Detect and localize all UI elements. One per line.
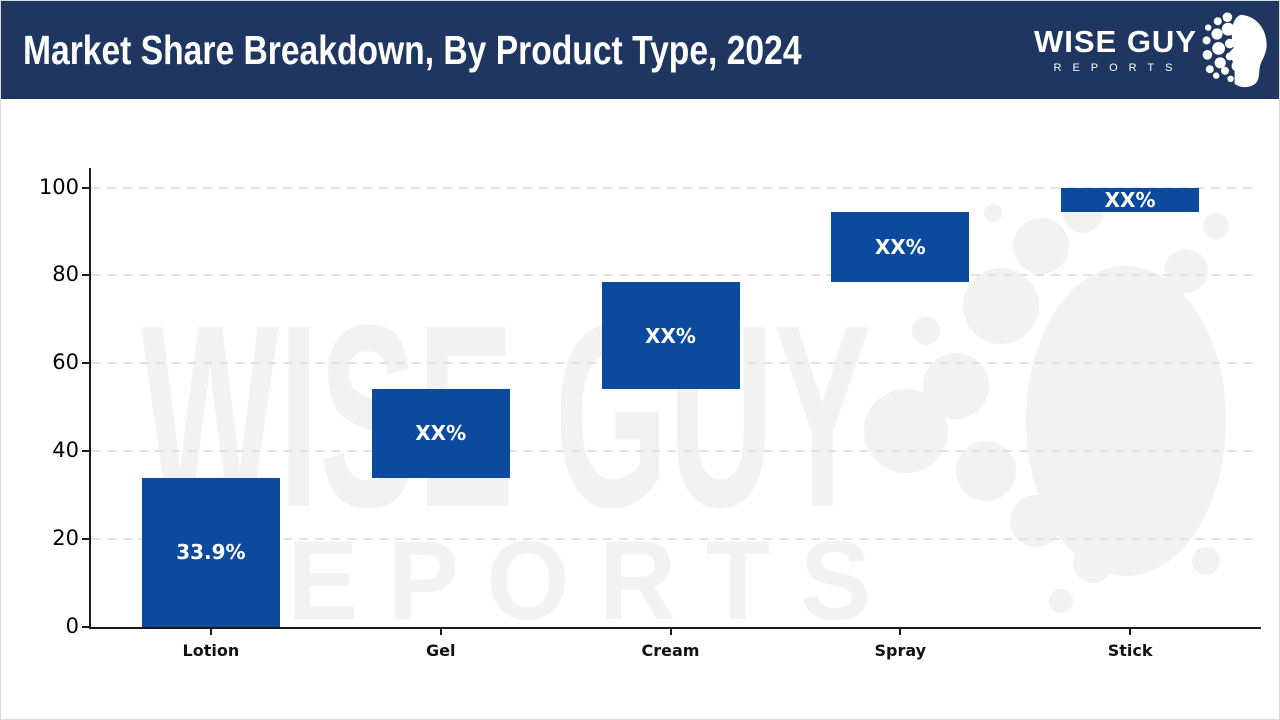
y-tick-0 [82, 626, 90, 628]
gridline-20 [91, 538, 1259, 541]
x-category-label-gel: Gel [425, 641, 456, 660]
y-axis-spine [89, 168, 91, 629]
x-category-label-lotion: Lotion [182, 641, 240, 660]
bar-value-label-gel: XX% [415, 421, 467, 446]
y-tick-40 [82, 450, 90, 453]
bar-spray: XX% [831, 211, 970, 283]
bar-value-label-spray: XX% [874, 235, 926, 260]
y-tick-label-0: 0 [65, 614, 79, 638]
x-tick-cream [669, 628, 672, 635]
y-tick-label-80: 80 [52, 262, 79, 287]
watermark-head-dots [864, 193, 1229, 613]
x-category-label-stick: Stick [1107, 641, 1153, 660]
watermark-line2: R E P O R T S [181, 518, 871, 643]
x-tick-gel [439, 628, 442, 635]
x-category-label-cream: Cream [641, 641, 700, 660]
y-tick-label-60: 60 [52, 350, 79, 375]
bar-stick: XX% [1061, 187, 1200, 212]
bar-value-label-lotion: 33.9% [176, 540, 246, 565]
gridline-80 [91, 274, 1259, 277]
y-tick-80 [82, 274, 90, 277]
brand-logo-text: WISE GUY REPORTS [1034, 26, 1197, 74]
x-category-label-spray: Spray [874, 641, 927, 660]
brand-logo: WISE GUY REPORTS [1034, 9, 1269, 91]
bar-value-label-stick: XX% [1104, 187, 1156, 212]
bar-value-label-cream: XX% [645, 323, 696, 348]
x-axis-spine [89, 627, 1261, 629]
brand-subname: REPORTS [1053, 62, 1184, 74]
y-tick-100 [82, 186, 90, 189]
page-title: Market Share Breakdown, By Product Type,… [23, 26, 802, 73]
y-tick-label-100: 100 [38, 174, 79, 199]
y-tick-label-20: 20 [52, 526, 79, 551]
gridline-40 [91, 450, 1259, 453]
y-tick-20 [82, 538, 90, 541]
bar-cream: XX% [601, 282, 740, 389]
x-tick-lotion [209, 628, 212, 635]
brand-name: WISE GUY [1033, 24, 1197, 59]
y-tick-60 [82, 362, 90, 365]
x-tick-stick [1129, 628, 1132, 635]
x-tick-spray [899, 628, 902, 635]
brand-head-icon [1202, 12, 1267, 88]
gridline-100 [91, 186, 1259, 189]
y-tick-label-40: 40 [52, 438, 79, 463]
header-bar: Market Share Breakdown, By Product Type,… [1, 1, 1279, 99]
bar-gel: XX% [371, 388, 510, 478]
bar-lotion: 33.9% [141, 478, 280, 627]
